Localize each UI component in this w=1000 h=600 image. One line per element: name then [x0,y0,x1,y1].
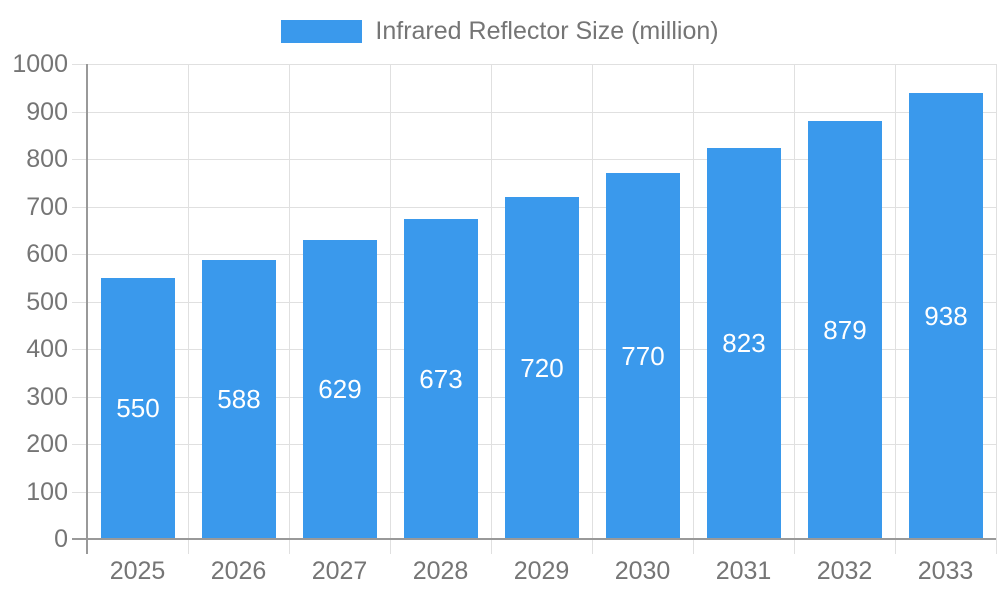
y-axis-label-0: 0 [54,525,68,553]
bar-2028[interactable]: 673 [404,219,478,539]
v-gridline-4 [491,64,492,554]
y-axis-label-1000: 1000 [12,50,68,78]
bar-value-label: 879 [823,314,867,345]
y-axis-label-800: 800 [26,145,68,173]
bar-value-label: 720 [520,352,564,383]
bar-value-label: 550 [116,393,160,423]
y-axis-label-200: 200 [26,430,68,458]
bar-2029[interactable]: 720 [505,197,579,539]
bar-2031[interactable]: 823 [707,148,781,539]
v-gridline-8 [895,64,896,554]
bar-value-label: 823 [722,328,766,358]
x-axis-line [72,538,996,540]
h-gridline-900 [72,112,996,113]
x-axis-label-2028: 2028 [412,557,469,585]
h-gridline-800 [72,159,996,160]
v-gridline-6 [693,64,694,554]
x-axis-label-2032: 2032 [816,557,873,585]
bar-2033[interactable]: 938 [909,93,983,539]
bar-value-label: 938 [924,300,968,331]
x-axis-label-2031: 2031 [715,557,772,585]
v-gridline-2 [289,64,290,554]
bar-2027[interactable]: 629 [303,240,377,539]
bar-2026[interactable]: 588 [202,260,276,539]
bar-2032[interactable]: 879 [808,121,882,539]
x-axis-label-2027: 2027 [311,557,368,585]
y-axis-line [86,64,88,554]
bar-value-label: 770 [621,340,665,371]
x-axis-label-2029: 2029 [513,557,570,585]
v-gridline-7 [794,64,795,554]
y-axis-label-600: 600 [26,240,68,268]
h-gridline-1000 [72,64,996,65]
legend-swatch [281,19,363,43]
x-axis-label-2030: 2030 [614,557,671,585]
legend[interactable]: Infrared Reflector Size (million) [0,10,1000,52]
legend-label: Infrared Reflector Size (million) [375,16,719,45]
bar-value-label: 673 [419,363,463,394]
bar-2025[interactable]: 550 [101,278,175,539]
y-axis-label-900: 900 [26,98,68,126]
y-axis-label-400: 400 [26,335,68,363]
x-axis-label-2026: 2026 [210,557,267,585]
bar-2030[interactable]: 770 [606,173,680,539]
x-axis-label-2025: 2025 [109,557,166,585]
x-axis-label-2033: 2033 [917,557,974,585]
v-gridline-9 [996,64,997,554]
bar-value-label: 629 [318,374,362,404]
v-gridline-3 [390,64,391,554]
y-axis-label-500: 500 [26,288,68,316]
bar-value-label: 588 [217,384,261,414]
v-gridline-5 [592,64,593,554]
y-axis-label-100: 100 [26,478,68,506]
y-axis-label-700: 700 [26,193,68,221]
v-gridline-1 [188,64,189,554]
y-axis-label-300: 300 [26,383,68,411]
